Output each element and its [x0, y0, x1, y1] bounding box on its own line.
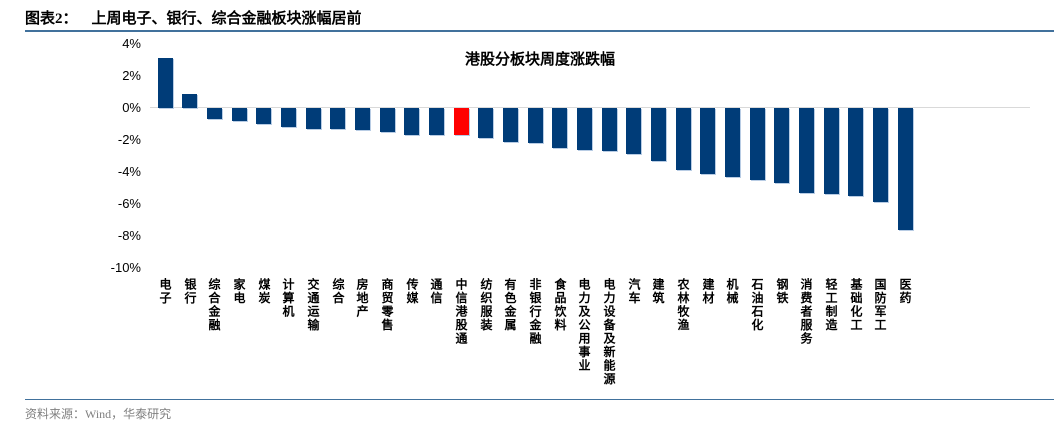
x-axis-label: 家电: [232, 278, 246, 305]
bar: [478, 108, 493, 138]
x-axis-label: 国防军工: [873, 278, 887, 332]
y-axis-label: -2%: [117, 132, 141, 147]
x-axis-label: 计算机: [281, 278, 295, 319]
bar-highlight: [454, 108, 469, 135]
y-axis-label: 0%: [122, 100, 141, 115]
source-note: 资料来源：Wind，华泰研究: [25, 407, 172, 421]
bar: [848, 108, 863, 196]
x-axis-label: 轻工制造: [824, 278, 838, 332]
bar: [182, 94, 197, 108]
x-axis-label: 机械: [725, 278, 739, 305]
figure-caption: 图表2： 上周电子、银行、综合金融板块涨幅居前: [25, 7, 362, 28]
x-axis-label: 交通运输: [306, 278, 320, 332]
x-axis-label: 基础化工: [849, 278, 863, 332]
x-axis-label: 非银行金融: [528, 278, 542, 346]
x-axis-label: 汽车: [627, 278, 641, 305]
bar: [355, 108, 370, 130]
bar: [602, 108, 617, 151]
bar: [256, 108, 271, 124]
y-axis-label: -4%: [117, 164, 141, 179]
bar: [207, 108, 222, 119]
x-axis-label: 医药: [898, 278, 912, 305]
bar: [626, 108, 641, 154]
y-axis-label: -6%: [117, 196, 141, 211]
x-axis-label: 农林牧渔: [676, 278, 690, 332]
bar: [676, 108, 691, 170]
x-axis-label: 电力设备及新能源: [602, 278, 616, 386]
y-axis-label: 2%: [122, 68, 141, 83]
x-axis-label: 钢铁: [775, 278, 789, 305]
figure-number: 图表2：: [25, 11, 78, 27]
bar: [824, 108, 839, 194]
bar: [873, 108, 888, 202]
x-axis-label: 食品饮料: [553, 278, 567, 332]
zero-baseline: [150, 107, 1030, 108]
x-axis-label: 纺织服装: [479, 278, 493, 332]
y-axis-label: 4%: [122, 36, 141, 51]
footer-divider-line: [25, 399, 1054, 400]
bar: [404, 108, 419, 135]
bar: [725, 108, 740, 177]
bar: [306, 108, 321, 129]
caption-divider-line: [25, 30, 1054, 32]
x-axis-label: 银行: [183, 278, 197, 305]
bar: [429, 108, 444, 135]
bar: [503, 108, 518, 142]
x-axis-label: 有色金属: [503, 278, 517, 332]
x-axis-label: 通信: [429, 278, 443, 305]
x-axis-label: 电子: [158, 278, 172, 305]
x-axis-label: 电力及公用事业: [577, 278, 591, 373]
bar: [651, 108, 666, 161]
bar: [774, 108, 789, 183]
x-axis-label: 建筑: [651, 278, 665, 305]
bar: [232, 108, 247, 121]
x-axis-label: 煤炭: [257, 278, 271, 305]
bar: [799, 108, 814, 193]
bar: [281, 108, 296, 127]
bar: [700, 108, 715, 174]
chart-title: 港股分板块周度涨跌幅: [464, 52, 615, 68]
y-axis-label: -10%: [110, 260, 141, 275]
bar: [528, 108, 543, 143]
x-axis-label: 综合: [331, 278, 345, 305]
x-axis-label: 建材: [701, 278, 715, 305]
bar: [552, 108, 567, 148]
x-axis-label: 房地产: [355, 278, 369, 319]
x-axis-label: 石油石化: [750, 278, 764, 332]
bar: [898, 108, 913, 230]
bar: [158, 58, 173, 108]
x-axis-label: 消费者服务: [799, 278, 813, 346]
bar: [750, 108, 765, 180]
y-axis-label: -8%: [117, 228, 141, 243]
x-axis-label: 传媒: [405, 278, 419, 305]
bar: [577, 108, 592, 150]
x-axis-label: 中信港股通: [454, 278, 468, 346]
bar: [330, 108, 345, 129]
x-axis-label: 综合金融: [207, 278, 221, 332]
x-axis-label: 商贸零售: [380, 278, 394, 332]
figure-title: 上周电子、银行、综合金融板块涨幅居前: [91, 11, 362, 27]
bar: [380, 108, 395, 132]
